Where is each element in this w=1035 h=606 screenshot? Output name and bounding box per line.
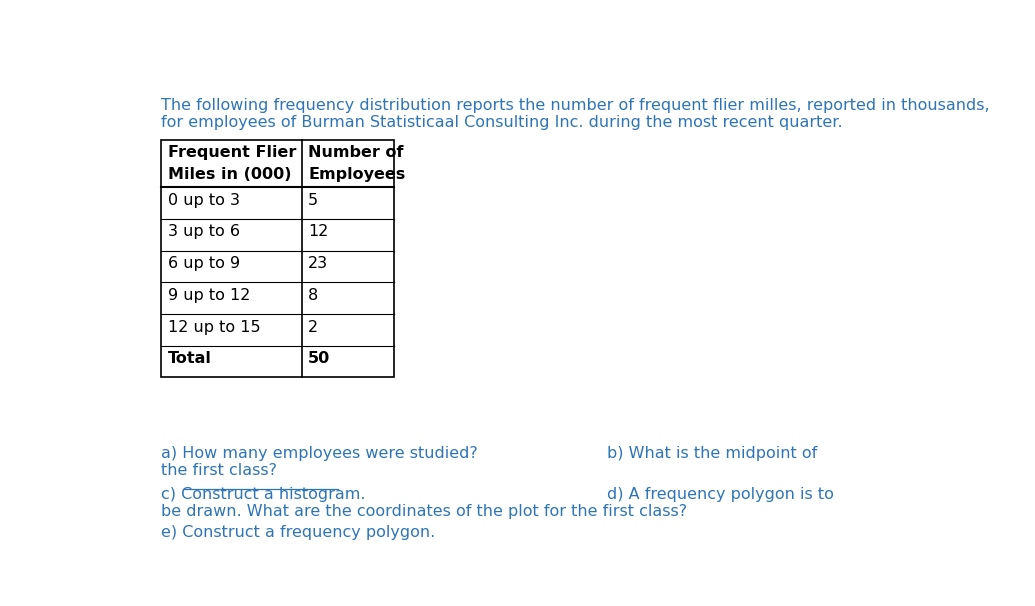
Text: b) What is the midpoint of: b) What is the midpoint of (607, 446, 817, 461)
Text: Miles in (000): Miles in (000) (168, 167, 292, 182)
Text: 0 up to 3: 0 up to 3 (168, 193, 240, 208)
Bar (161, 141, 394, 378)
Text: 6 up to 9: 6 up to 9 (168, 256, 240, 271)
Text: 8: 8 (308, 288, 319, 303)
Text: Frequent Flier: Frequent Flier (168, 145, 296, 160)
Text: Number of: Number of (308, 145, 404, 160)
Text: 12: 12 (308, 224, 329, 239)
Text: Employees: Employees (308, 167, 406, 182)
Text: for employees of Burman Statisticaal Consulting Inc. during the most recent quar: for employees of Burman Statisticaal Con… (161, 115, 844, 130)
Text: The following frequency distribution reports the number of frequent flier milles: The following frequency distribution rep… (161, 98, 990, 113)
Text: a) How many employees were studied?: a) How many employees were studied? (161, 446, 478, 461)
Text: Total: Total (168, 351, 212, 366)
Text: d) A frequency polygon is to: d) A frequency polygon is to (607, 487, 833, 502)
Text: 3 up to 6: 3 up to 6 (168, 224, 240, 239)
Text: 9 up to 12: 9 up to 12 (168, 288, 250, 303)
Text: 12 up to 15: 12 up to 15 (168, 319, 261, 335)
Text: e) Construct a frequency polygon.: e) Construct a frequency polygon. (161, 525, 436, 541)
Text: the first class?: the first class? (161, 463, 277, 478)
Text: 2: 2 (308, 319, 319, 335)
Text: 23: 23 (308, 256, 328, 271)
Text: be drawn. What are the coordinates of the plot for the first class?: be drawn. What are the coordinates of th… (161, 504, 687, 519)
Text: 5: 5 (308, 193, 319, 208)
Text: 50: 50 (308, 351, 330, 366)
Text: c) Construct a histogram.: c) Construct a histogram. (161, 487, 366, 502)
